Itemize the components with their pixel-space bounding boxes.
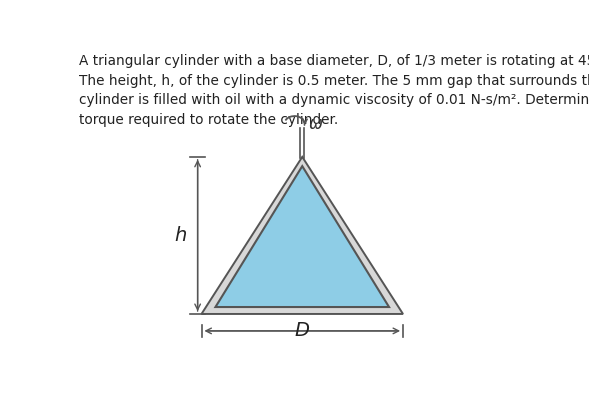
- Text: h: h: [174, 226, 187, 245]
- Polygon shape: [201, 157, 403, 314]
- Text: A triangular cylinder with a base diameter, D, of 1/3 meter is rotating at 450 R: A triangular cylinder with a base diamet…: [79, 54, 589, 127]
- Polygon shape: [216, 166, 389, 307]
- Text: ω: ω: [309, 115, 323, 133]
- Text: D: D: [294, 321, 310, 340]
